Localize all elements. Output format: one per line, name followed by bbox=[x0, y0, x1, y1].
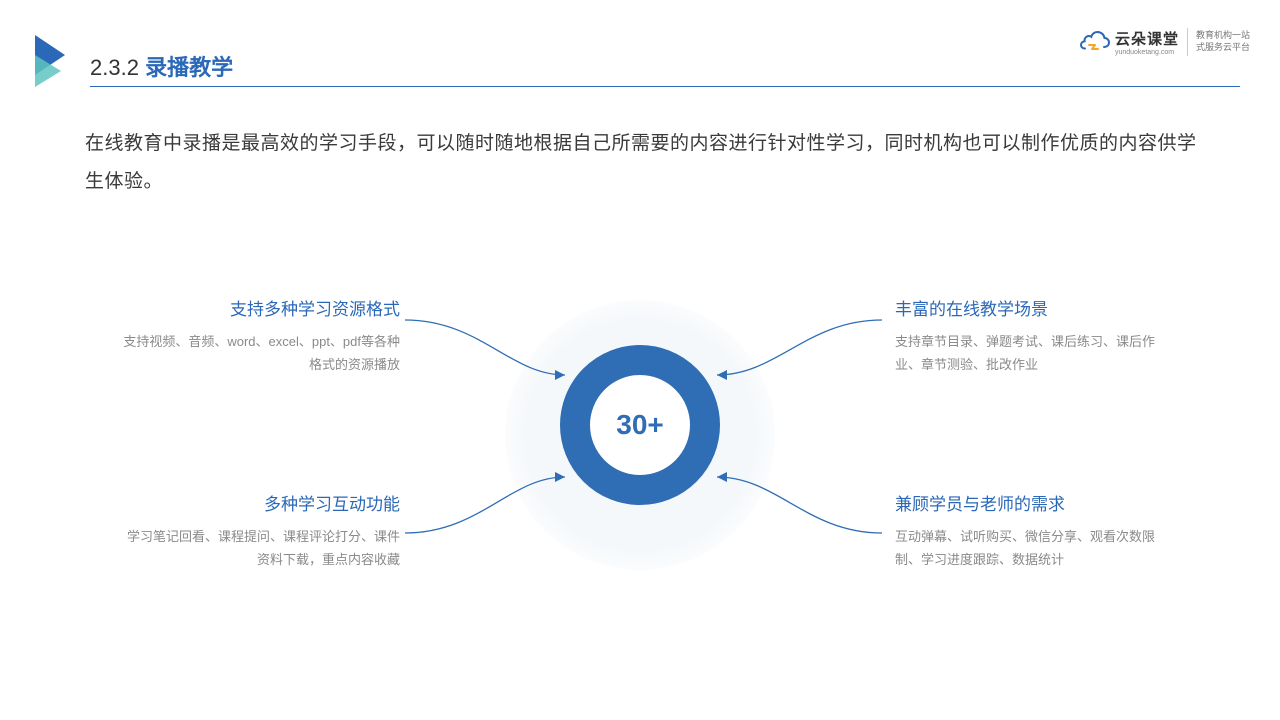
header-play-icon bbox=[35, 35, 73, 80]
cloud-icon bbox=[1079, 31, 1111, 53]
feature-title: 支持多种学习资源格式 bbox=[120, 295, 400, 320]
feature-top-left: 支持多种学习资源格式 支持视频、音频、word、excel、ppt、pdf等各种… bbox=[120, 295, 400, 377]
center-value: 30+ bbox=[616, 409, 664, 441]
header-underline bbox=[90, 86, 1240, 87]
feature-desc: 互动弹幕、试听购买、微信分享、观看次数限制、学习进度跟踪、数据统计 bbox=[895, 525, 1175, 572]
intro-paragraph: 在线教育中录播是最高效的学习手段，可以随时随地根据自己所需要的内容进行针对性学习… bbox=[85, 125, 1200, 201]
feature-bottom-left: 多种学习互动功能 学习笔记回看、课程提问、课程评论打分、课件资料下载，重点内容收… bbox=[120, 490, 400, 572]
feature-desc: 支持视频、音频、word、excel、ppt、pdf等各种格式的资源播放 bbox=[120, 330, 400, 377]
feature-title: 兼顾学员与老师的需求 bbox=[895, 490, 1175, 515]
section-heading: 2.3.2 录播教学 bbox=[90, 50, 233, 82]
logo-tagline: 教育机构一站 式服务云平台 bbox=[1196, 30, 1250, 53]
logo-domain: yunduoketang.com bbox=[1115, 49, 1179, 56]
logo-tagline-1: 教育机构一站 bbox=[1196, 30, 1250, 42]
section-number: 2.3.2 bbox=[90, 55, 139, 80]
feature-bottom-right: 兼顾学员与老师的需求 互动弹幕、试听购买、微信分享、观看次数限制、学习进度跟踪、… bbox=[895, 490, 1175, 572]
feature-title: 丰富的在线教学场景 bbox=[895, 295, 1175, 320]
feature-desc: 学习笔记回看、课程提问、课程评论打分、课件资料下载，重点内容收藏 bbox=[120, 525, 400, 572]
brand-logo: 云朵课堂 yunduoketang.com 教育机构一站 式服务云平台 bbox=[1079, 28, 1250, 56]
logo-text: 云朵课堂 yunduoketang.com bbox=[1115, 28, 1188, 56]
feature-desc: 支持章节目录、弹题考试、课后练习、课后作业、章节测验、批改作业 bbox=[895, 330, 1175, 377]
feature-title: 多种学习互动功能 bbox=[120, 490, 400, 515]
feature-top-right: 丰富的在线教学场景 支持章节目录、弹题考试、课后练习、课后作业、章节测验、批改作… bbox=[895, 295, 1175, 377]
logo-brand: 云朵课堂 bbox=[1115, 28, 1179, 49]
center-ring: 30+ bbox=[560, 345, 720, 505]
section-title: 录播教学 bbox=[145, 55, 233, 80]
logo-tagline-2: 式服务云平台 bbox=[1196, 42, 1250, 54]
triangle-teal bbox=[35, 55, 61, 87]
